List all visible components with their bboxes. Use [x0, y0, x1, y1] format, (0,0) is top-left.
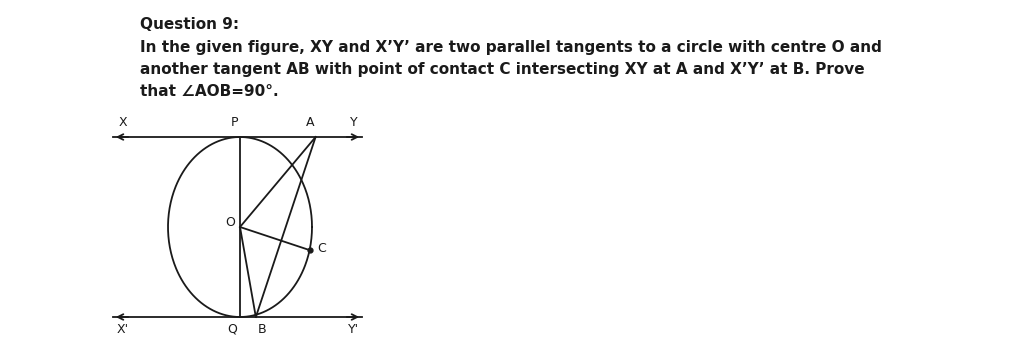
Text: that ∠AOB=90°.: that ∠AOB=90°. — [140, 84, 279, 99]
Text: Y: Y — [350, 116, 357, 129]
Text: P: P — [231, 116, 239, 129]
Text: X': X' — [117, 323, 129, 336]
Text: A: A — [306, 116, 314, 129]
Text: O: O — [225, 216, 234, 230]
Text: X: X — [119, 116, 127, 129]
Text: Y': Y' — [348, 323, 359, 336]
Text: another tangent AB with point of contact C intersecting XY at A and X’Y’ at B. P: another tangent AB with point of contact… — [140, 62, 864, 77]
Text: B: B — [257, 323, 266, 336]
Text: C: C — [317, 241, 326, 254]
Text: Q: Q — [227, 323, 237, 336]
Text: In the given figure, XY and X’Y’ are two parallel tangents to a circle with cent: In the given figure, XY and X’Y’ are two… — [140, 40, 882, 55]
Text: Question 9:: Question 9: — [140, 17, 240, 32]
